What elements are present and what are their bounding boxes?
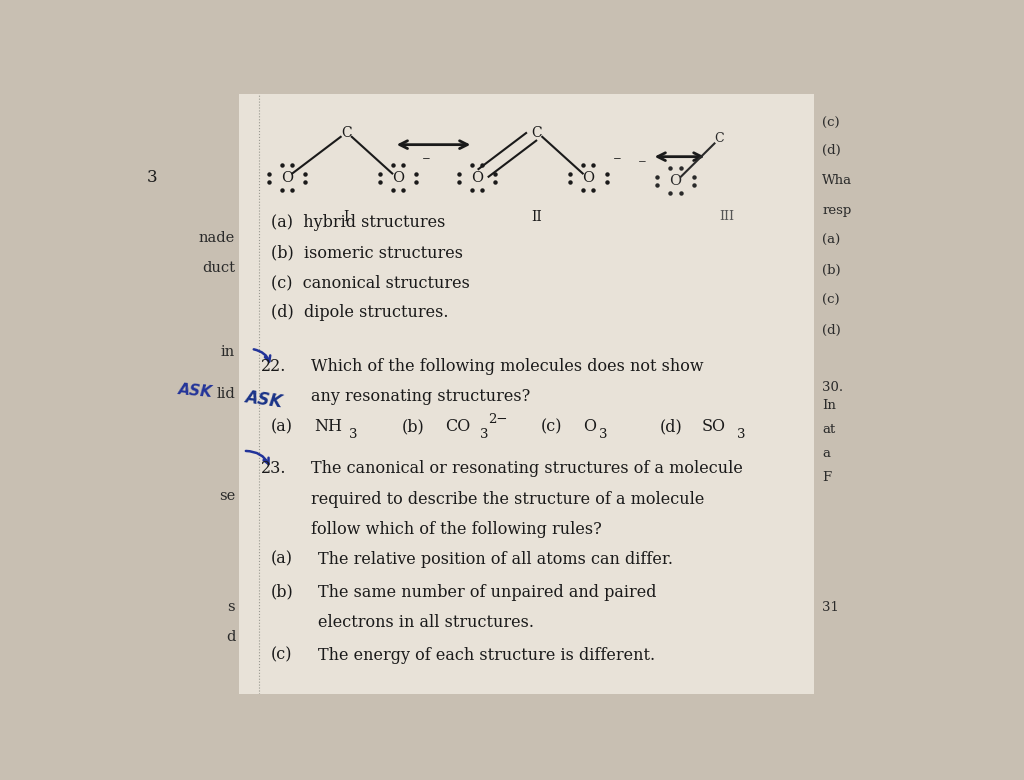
Text: duct: duct bbox=[202, 261, 236, 275]
Text: SO: SO bbox=[701, 418, 726, 435]
Text: III: III bbox=[720, 211, 734, 223]
Text: Wha: Wha bbox=[822, 174, 853, 187]
Text: in: in bbox=[221, 345, 236, 359]
Text: (b): (b) bbox=[822, 264, 841, 277]
Text: The energy of each structure is different.: The energy of each structure is differen… bbox=[318, 647, 655, 664]
Text: 3: 3 bbox=[479, 428, 488, 441]
Text: O: O bbox=[392, 171, 403, 185]
Text: O: O bbox=[281, 171, 293, 185]
Text: ASK: ASK bbox=[177, 382, 213, 400]
Text: se: se bbox=[219, 489, 236, 503]
Text: (a): (a) bbox=[270, 551, 293, 568]
Text: 3: 3 bbox=[146, 169, 157, 186]
Text: s: s bbox=[227, 600, 236, 614]
Text: 3: 3 bbox=[599, 428, 607, 441]
Text: 30.: 30. bbox=[822, 381, 844, 395]
Text: −: − bbox=[612, 154, 622, 165]
Text: C: C bbox=[341, 126, 351, 140]
Text: (c): (c) bbox=[270, 647, 292, 664]
Text: nade: nade bbox=[199, 231, 236, 245]
Text: at: at bbox=[822, 424, 836, 437]
Text: 31: 31 bbox=[822, 601, 840, 614]
Text: II: II bbox=[531, 210, 542, 224]
Text: Which of the following molecules does not show: Which of the following molecules does no… bbox=[310, 358, 703, 375]
Text: −: − bbox=[638, 158, 646, 167]
Text: The same number of unpaired and paired: The same number of unpaired and paired bbox=[318, 583, 657, 601]
Text: (a)  hybrid structures: (a) hybrid structures bbox=[270, 215, 445, 231]
Text: (c)  canonical structures: (c) canonical structures bbox=[270, 275, 470, 291]
Text: NH: NH bbox=[314, 418, 342, 435]
Text: (d): (d) bbox=[659, 418, 682, 435]
Text: (a): (a) bbox=[270, 418, 293, 435]
Text: 23.: 23. bbox=[261, 460, 287, 477]
Text: O: O bbox=[670, 174, 682, 188]
Text: (d)  dipole structures.: (d) dipole structures. bbox=[270, 304, 449, 321]
Text: (a): (a) bbox=[822, 234, 841, 247]
Text: C: C bbox=[531, 126, 542, 140]
Text: electrons in all structures.: electrons in all structures. bbox=[318, 614, 535, 630]
Text: CO: CO bbox=[445, 418, 471, 435]
Text: 3: 3 bbox=[737, 428, 746, 441]
Text: ASK: ASK bbox=[243, 388, 283, 411]
Text: O: O bbox=[583, 418, 596, 435]
Text: (c): (c) bbox=[822, 117, 840, 130]
Text: (b)  isomeric structures: (b) isomeric structures bbox=[270, 244, 463, 261]
Text: any resonating structures?: any resonating structures? bbox=[310, 388, 529, 406]
Text: F: F bbox=[822, 471, 831, 484]
Text: required to describe the structure of a molecule: required to describe the structure of a … bbox=[310, 491, 703, 508]
Text: −: − bbox=[422, 154, 431, 165]
Text: O: O bbox=[471, 171, 483, 185]
Text: (b): (b) bbox=[401, 418, 425, 435]
Text: 22.: 22. bbox=[261, 358, 287, 375]
Text: The canonical or resonating structures of a molecule: The canonical or resonating structures o… bbox=[310, 460, 742, 477]
Text: resp: resp bbox=[822, 204, 852, 217]
Text: (d): (d) bbox=[822, 144, 841, 157]
Text: The relative position of all atoms can differ.: The relative position of all atoms can d… bbox=[318, 551, 674, 568]
Text: In: In bbox=[822, 399, 837, 413]
Text: (b): (b) bbox=[270, 583, 294, 601]
Text: d: d bbox=[225, 630, 236, 644]
Text: follow which of the following rules?: follow which of the following rules? bbox=[310, 520, 601, 537]
FancyBboxPatch shape bbox=[240, 94, 814, 694]
Text: 2−: 2− bbox=[488, 413, 508, 426]
Text: (c): (c) bbox=[822, 294, 840, 307]
Text: lid: lid bbox=[216, 387, 236, 401]
Text: a: a bbox=[822, 448, 830, 460]
Text: 3: 3 bbox=[348, 428, 357, 441]
Text: I: I bbox=[344, 210, 349, 224]
Text: (c): (c) bbox=[541, 418, 562, 435]
Text: (d): (d) bbox=[822, 324, 841, 337]
Text: C: C bbox=[715, 132, 724, 145]
Text: O: O bbox=[583, 171, 594, 185]
